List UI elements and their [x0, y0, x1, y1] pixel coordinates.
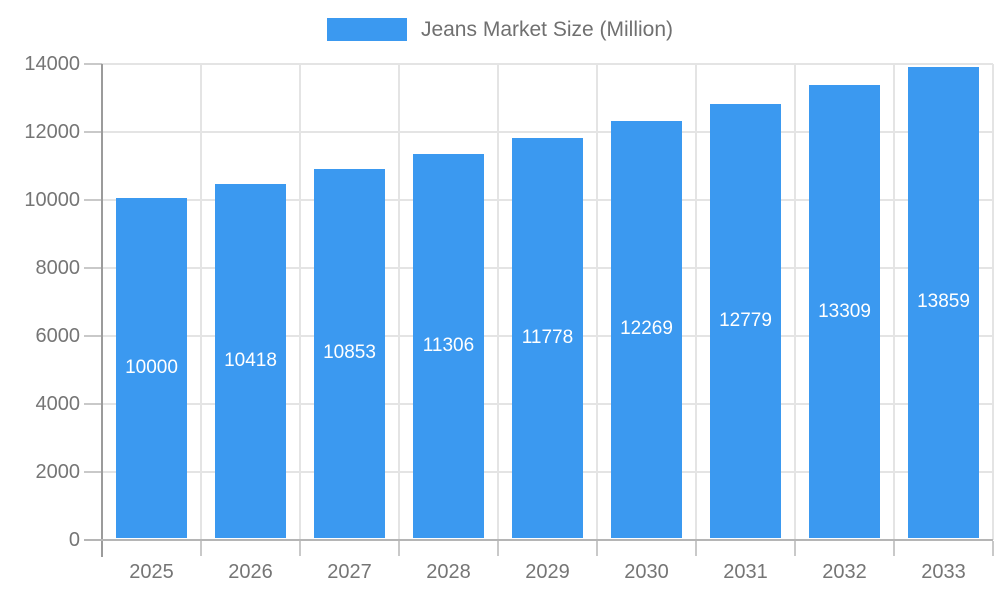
- x-tick: [497, 541, 499, 556]
- x-tick-label: 2026: [228, 561, 273, 583]
- x-grid-line: [200, 64, 202, 540]
- bar: 13859: [907, 66, 980, 538]
- bar-value-label: 12269: [620, 318, 673, 340]
- x-tick: [299, 541, 301, 556]
- y-tick: [84, 335, 102, 337]
- y-tick: [84, 63, 102, 65]
- x-tick: [893, 541, 895, 556]
- bar-value-label: 13859: [917, 291, 970, 313]
- bar: 12779: [709, 103, 782, 538]
- y-tick-label: 6000: [35, 325, 81, 347]
- x-grid-line: [992, 64, 994, 540]
- y-axis-line: [101, 64, 103, 557]
- x-axis-line: [84, 539, 993, 541]
- y-tick: [84, 471, 102, 473]
- bar-value-label: 11306: [422, 334, 475, 356]
- y-tick-label: 10000: [24, 189, 80, 211]
- x-tick: [794, 541, 796, 556]
- x-tick-label: 2031: [723, 561, 768, 583]
- legend: Jeans Market Size (Million): [0, 18, 1000, 41]
- y-tick: [84, 403, 102, 405]
- bar-value-label: 10000: [125, 357, 178, 378]
- bar-value-label: 10418: [224, 349, 277, 371]
- x-grid-line: [299, 64, 301, 540]
- bar: 12269: [610, 120, 683, 538]
- y-tick-label: 2000: [35, 461, 81, 483]
- x-grid-line: [497, 64, 499, 540]
- bar: 11306: [412, 153, 485, 538]
- y-tick-label: 14000: [24, 53, 80, 75]
- x-tick-label: 2029: [525, 561, 570, 583]
- x-grid-line: [398, 64, 400, 540]
- x-tick-label: 2027: [327, 561, 372, 583]
- bar: 13309: [808, 85, 881, 538]
- x-tick: [398, 541, 400, 556]
- x-tick: [596, 541, 598, 556]
- x-tick-label: 2032: [822, 561, 867, 583]
- y-grid-line: [102, 131, 993, 133]
- x-grid-line: [596, 64, 598, 540]
- x-grid-line: [695, 64, 697, 540]
- y-tick-label: 4000: [35, 393, 81, 415]
- legend-swatch-icon: [326, 18, 407, 41]
- bar: 10853: [313, 168, 386, 538]
- legend-label: Jeans Market Size (Million): [420, 18, 674, 41]
- y-tick-label: 12000: [24, 121, 80, 143]
- y-tick: [84, 267, 102, 269]
- x-tick-label: 2033: [921, 561, 966, 583]
- legend-item[interactable]: Jeans Market Size (Million): [326, 18, 674, 41]
- y-tick-label: 0: [68, 529, 80, 551]
- bar: 10000: [115, 198, 188, 538]
- bar-value-label: 13309: [818, 300, 871, 322]
- x-tick-label: 2028: [426, 561, 471, 583]
- y-tick: [84, 199, 102, 201]
- bar: 11778: [511, 137, 584, 538]
- bar-value-label: 12779: [719, 309, 772, 331]
- x-tick-label: 2025: [129, 561, 174, 583]
- bar-value-label: 11778: [521, 326, 574, 348]
- x-tick: [695, 541, 697, 556]
- x-grid-line: [893, 64, 895, 540]
- bar-value-label: 10853: [323, 342, 376, 364]
- y-tick-label: 8000: [35, 257, 81, 279]
- y-grid-line: [102, 63, 993, 65]
- x-tick-label: 2030: [624, 561, 669, 583]
- bar: 10418: [214, 183, 287, 538]
- x-tick: [200, 541, 202, 556]
- y-tick: [84, 131, 102, 133]
- x-tick: [992, 541, 994, 556]
- x-grid-line: [794, 64, 796, 540]
